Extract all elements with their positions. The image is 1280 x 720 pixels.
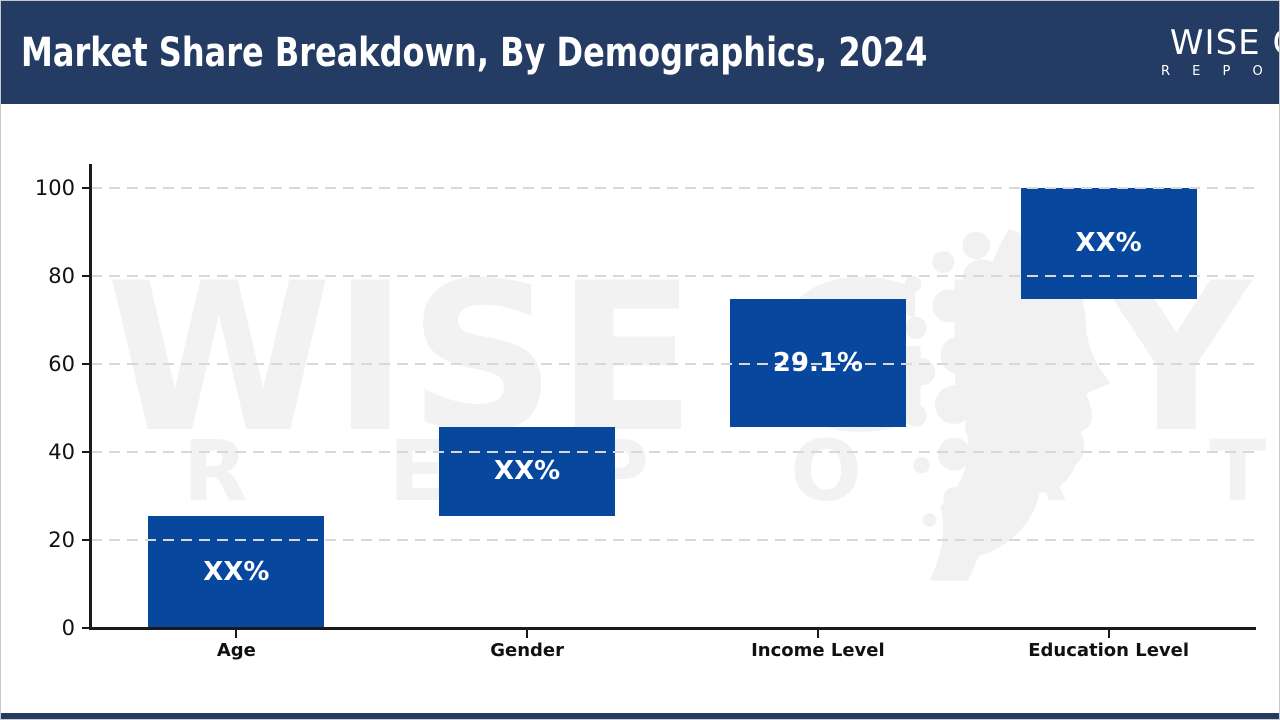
gridline-40 — [91, 451, 1254, 453]
bar-value-label: XX% — [203, 556, 270, 587]
y-tick-label: 40 — [48, 440, 75, 464]
y-tick-mark — [82, 187, 91, 189]
gridline-80 — [91, 275, 1254, 277]
x-tick-mark — [1107, 630, 1110, 638]
y-tick-mark — [82, 451, 91, 453]
x-category-label: Education Level — [1028, 640, 1190, 661]
y-tick-mark — [82, 363, 91, 365]
bar-age — [148, 515, 325, 628]
footer-bar — [1, 713, 1279, 719]
y-tick-label: 80 — [48, 264, 75, 288]
x-tick-mark — [526, 630, 529, 638]
bar-value-label: 29.1% — [772, 347, 863, 378]
y-tick-mark — [82, 539, 91, 541]
gridline-20 — [91, 539, 1254, 541]
y-tick-mark — [82, 627, 91, 629]
page-title: Market Share Breakdown, By Demographics,… — [21, 29, 928, 76]
bar-gender — [439, 426, 616, 516]
y-tick-label: 0 — [61, 616, 75, 640]
x-axis — [90, 627, 1256, 630]
brand-name: WISE GUY — [1169, 23, 1279, 64]
x-category-label: Gender — [490, 640, 565, 661]
x-category-label: Age — [216, 640, 256, 661]
brand-logo: WISE GUY R E P O R T S — [1154, 11, 1279, 95]
brand-logo-text: WISE GUY R E P O R T S — [1154, 23, 1279, 79]
x-category-label: Income Level — [751, 640, 885, 661]
y-tick-mark — [82, 275, 91, 277]
bar-income-level — [729, 298, 906, 427]
y-axis — [89, 164, 92, 630]
y-tick-label: 20 — [48, 528, 75, 552]
gridline-100 — [91, 187, 1254, 189]
y-tick-label: 60 — [48, 352, 75, 376]
brand-subtitle: R E P O R T S — [1161, 63, 1279, 79]
header: Market Share Breakdown, By Demographics,… — [1, 1, 1279, 104]
bar-value-label: XX% — [494, 456, 561, 487]
y-tick-label: 100 — [34, 176, 75, 200]
x-tick-mark — [816, 630, 819, 638]
gridline-60 — [91, 363, 1254, 365]
bar-value-label: XX% — [1075, 228, 1142, 259]
x-tick-mark — [235, 630, 238, 638]
